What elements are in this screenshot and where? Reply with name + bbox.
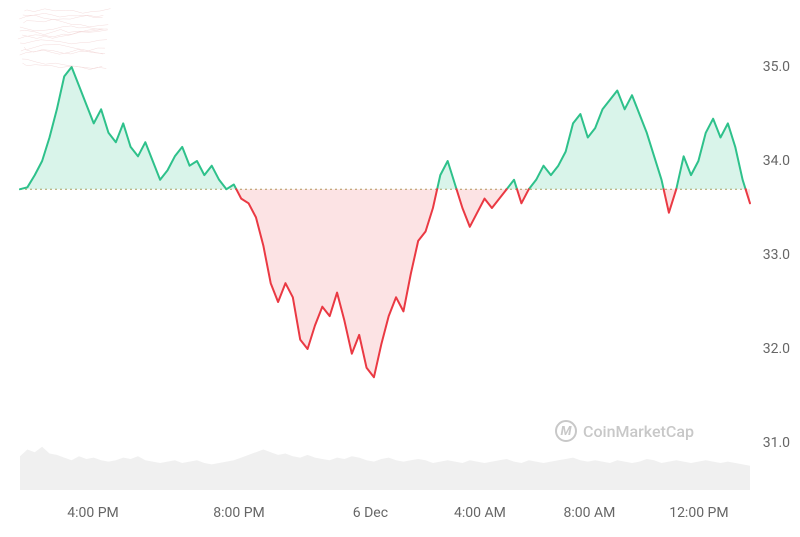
decorative-scribble	[12, 6, 112, 76]
watermark-text: CoinMarketCap	[583, 422, 694, 441]
y-tick-label: 31.0	[763, 435, 790, 451]
y-tick-label: 35.0	[763, 59, 790, 75]
volume-area	[20, 447, 750, 490]
x-tick-label: 4:00 AM	[454, 505, 506, 521]
chart-svg	[0, 0, 800, 533]
x-tick-label: 8:00 PM	[213, 505, 265, 521]
area-below	[457, 189, 507, 227]
x-tick-label: 4:00 PM	[67, 505, 119, 521]
y-tick-label: 32.0	[763, 341, 790, 357]
x-tick-label: 12:00 PM	[669, 505, 728, 521]
x-tick-label: 8:00 AM	[563, 505, 615, 521]
x-tick-label: 6 Dec	[353, 505, 388, 521]
price-chart	[0, 0, 800, 533]
area-above	[529, 91, 664, 190]
coinmarketcap-icon: M	[555, 420, 577, 442]
y-tick-label: 33.0	[763, 247, 790, 263]
coinmarketcap-watermark: M CoinMarketCap	[555, 420, 694, 442]
y-tick-label: 34.0	[763, 153, 790, 169]
area-below	[236, 189, 437, 377]
area-above	[676, 119, 745, 190]
